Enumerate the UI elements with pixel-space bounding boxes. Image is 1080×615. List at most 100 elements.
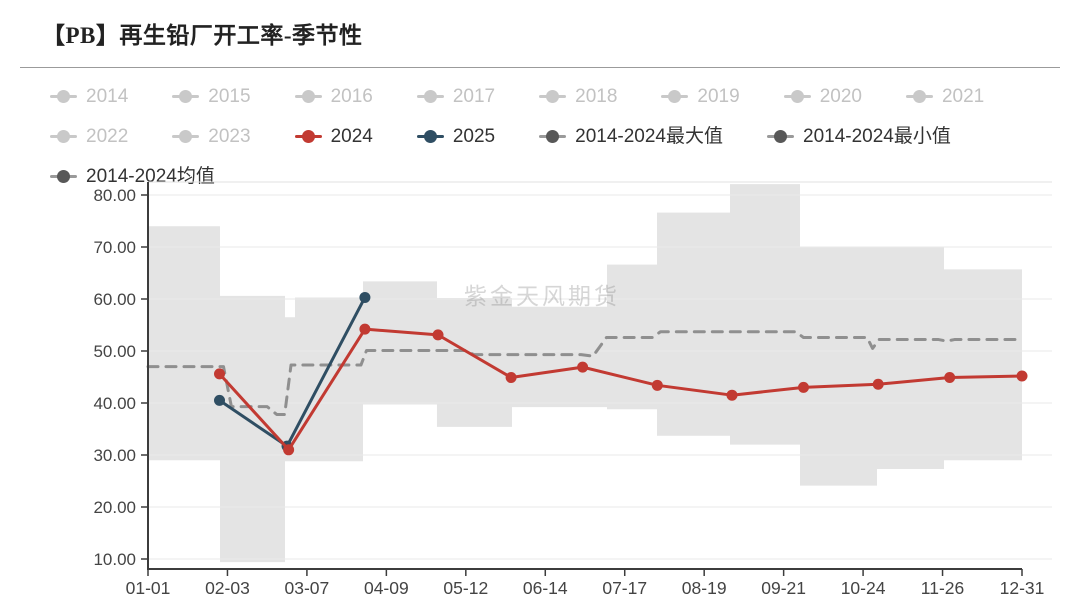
y-tick-label: 20.00 [93,498,136,517]
legend-dot-icon [912,89,926,103]
legend: 2014 2015 2016 2017 2018 2019 2020 2021 2022 2023… [50,76,984,196]
legend-label: 2016 [330,85,373,107]
legend-dot-icon [179,129,193,143]
legend-item-2019[interactable]: 2019 [661,85,740,107]
x-tick-label: 08-19 [682,578,727,598]
x-tick-label: 05-12 [443,578,488,598]
data-point-2024 [283,444,295,456]
legend-dot-icon [546,89,560,103]
x-tick-label: 04-09 [364,578,409,598]
legend-row-3: 2014-2024均值 [50,156,984,196]
data-point-2024 [1016,370,1028,382]
legend-label: 2024 [330,125,373,147]
legend-line-marker-icon [172,89,200,103]
legend-label: 2014-2024最小值 [803,125,951,147]
data-point-2024 [872,378,884,390]
data-point-2024 [359,323,371,335]
data-point-2025 [359,291,371,303]
legend-dot-icon [668,89,682,103]
data-point-2024 [944,372,956,384]
legend-label: 2019 [697,85,740,107]
legend-line-marker-icon [767,129,794,143]
y-tick-label: 80.00 [93,186,136,205]
data-point-2024 [505,372,517,384]
x-tick-label: 02-03 [205,578,250,598]
y-tick-label: 40.00 [93,394,136,413]
legend-dot-icon [57,169,70,183]
legend-dot-icon [423,129,437,143]
chart-title: 【PB】再生铅厂开工率-季节性 [42,23,363,48]
legend-item-2023[interactable]: 2023 [172,125,251,147]
legend-line-marker-icon [416,129,444,143]
legend-label: 2018 [575,85,618,107]
legend-item-2024[interactable]: 2024 [294,125,373,147]
legend-item-2014[interactable]: 2014 [50,87,128,106]
watermark: 紫金天风期货 [464,283,620,309]
legend-line-marker-icon [50,129,77,143]
legend-line-marker-icon [50,89,77,103]
legend-line-marker-icon [905,89,933,103]
legend-item-2015[interactable]: 2015 [172,85,251,107]
legend-item-2018[interactable]: 2018 [539,87,617,106]
data-point-2024 [432,329,444,341]
legend-label: 2017 [452,85,496,107]
legend-row-2: 2022 2023 2024 2025 2014-2024最大值 2014-2024最小值 [50,116,984,156]
series-line-2024 [218,327,1024,452]
data-point-2024 [798,381,809,393]
legend-label: 2014 [86,85,129,107]
legend-label: 2022 [86,125,129,147]
legend-item-max-2014-2024[interactable]: 2014-2024最大值 [539,127,723,146]
legend-line-marker-icon [172,129,200,143]
legend-label: 2020 [819,85,862,107]
legend-dot-icon [546,129,560,143]
legend-item-2017[interactable]: 2017 [416,85,496,107]
legend-dot-icon [57,129,70,143]
legend-dot-icon [423,89,437,103]
legend-dot-icon [790,89,804,103]
y-tick-label: 30.00 [93,446,136,465]
data-point-2025 [214,394,226,406]
x-tick-label: 09-21 [761,578,806,598]
legend-row-1: 2014 2015 2016 2017 2018 2019 2020 2021 [50,76,984,116]
legend-line-marker-icon [416,89,444,103]
y-tick-label: 60.00 [93,290,136,309]
y-tick-label: 70.00 [93,238,136,257]
legend-dot-icon [774,129,787,143]
legend-item-2016[interactable]: 2016 [294,85,373,107]
chart-area: 紫金天风期货 80.00 70.00 60.00 50.00 40.00 30.00 20.0… [0,175,1080,610]
legend-line-marker-icon [539,89,567,103]
legend-line-marker-icon [50,169,77,183]
legend-dot-icon [57,89,70,103]
legend-item-mean-2014-2024[interactable]: 2014-2024均值 [50,167,215,186]
legend-label: 2015 [208,85,251,107]
legend-line-marker-icon [294,89,322,103]
y-tick-label: 10.00 [93,550,136,569]
legend-line-marker-icon [539,129,567,143]
y-tick-label: 50.00 [93,342,136,361]
legend-line-marker-icon [783,89,811,103]
legend-label: 2014-2024最大值 [575,125,723,147]
legend-label: 2023 [208,125,251,147]
legend-item-2022[interactable]: 2022 [50,127,128,146]
x-tick-label: 06-14 [523,578,568,598]
title-divider [20,67,1060,68]
legend-item-2020[interactable]: 2020 [783,85,862,107]
legend-item-2021[interactable]: 2021 [905,85,985,107]
x-tick-label: 03-07 [285,578,330,598]
data-point-2024 [726,389,738,401]
legend-dot-icon [179,89,193,103]
legend-item-2025[interactable]: 2025 [416,125,496,147]
seasonality-chart-svg: 紫金天风期货 80.00 70.00 60.00 50.00 40.00 30.00 20.0… [93,181,1052,598]
legend-label: 2014-2024均值 [86,165,215,187]
x-tick-label: 12-31 [1000,578,1045,598]
legend-label: 2025 [452,125,496,147]
data-point-2024 [214,368,226,380]
legend-dot-icon [301,129,315,143]
legend-label: 2021 [941,85,985,107]
x-tick-label: 10-24 [841,578,886,598]
data-point-2024 [577,361,589,373]
legend-dot-icon [301,89,315,103]
legend-item-min-2014-2024[interactable]: 2014-2024最小值 [767,127,951,146]
x-tick-label: 07-17 [602,578,647,598]
series-line-2014-2024均值 [146,330,1024,416]
